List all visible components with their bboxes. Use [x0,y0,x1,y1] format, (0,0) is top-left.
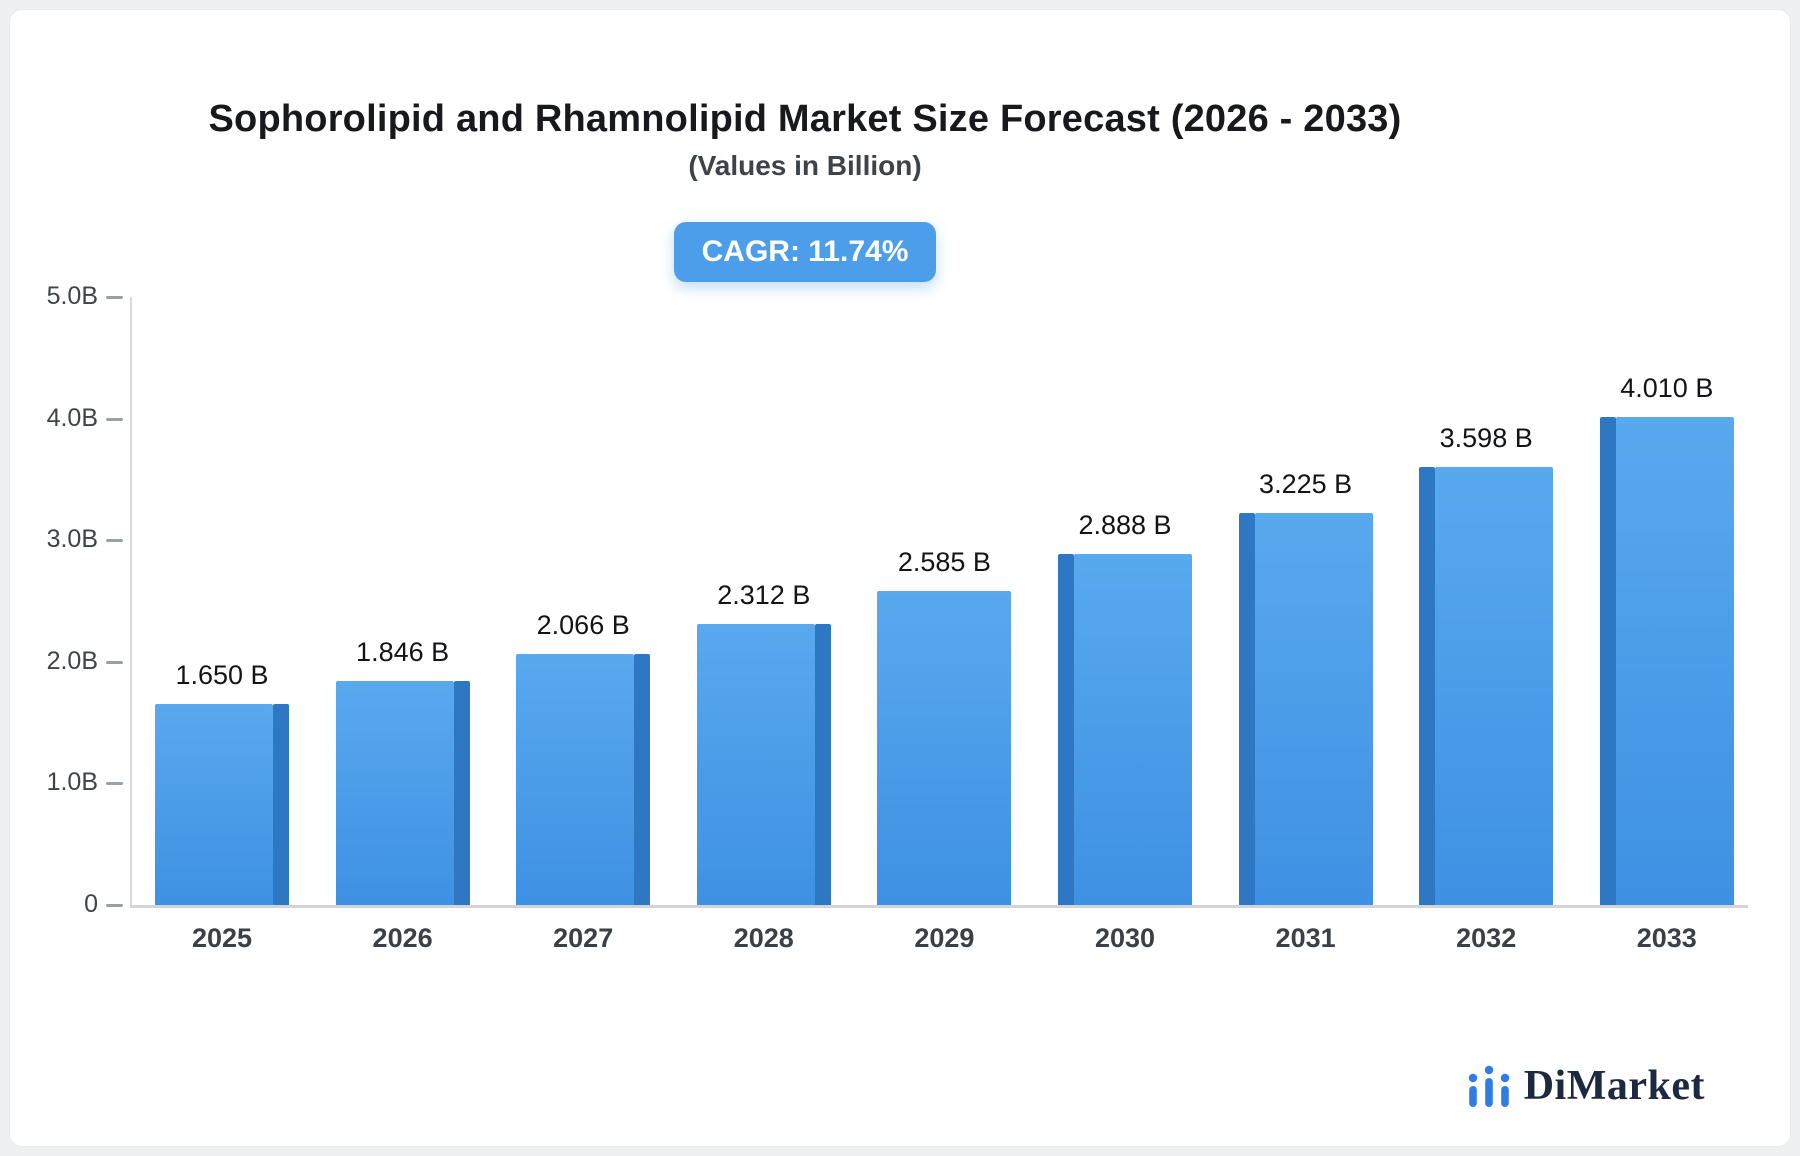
y-tick-label-3.0B: 3.0B [46,525,98,554]
bar-front-2025 [155,704,273,905]
bar-value-label-2032: 3.598 B [1439,423,1533,454]
bar-front-2026 [335,680,454,905]
x-tick-label-2026: 2026 [372,923,433,953]
bar-front-2030 [1074,553,1192,905]
x-axis-line [130,905,1748,908]
bar-value-label-2029: 2.585 B [897,546,991,577]
x-tick-label-2030: 2030 [1094,923,1156,953]
y-tick-mark [106,417,123,421]
cagr-badge-row: CAGR: 11.74% [10,222,1600,282]
bar-2029[interactable] [877,590,1012,905]
bar-2026[interactable] [335,680,470,905]
bar-side-2030 [1058,553,1074,905]
y-tick-mark [106,296,123,299]
x-tick-label-2025: 2025 [191,923,253,953]
bar-side-2031 [1238,512,1255,905]
dimarket-logo: DiMarket [1466,1062,1705,1110]
bar-front-2028 [696,623,815,905]
bar-2028[interactable] [696,623,831,905]
bar-2025[interactable] [155,704,289,905]
bar-chart-dots-icon [1468,1065,1509,1107]
bar-2027[interactable] [516,653,651,905]
bar-side-2026 [453,680,470,905]
chart-title: Sophorolipid and Rhamnolipid Market Size… [208,98,1402,140]
bar-value-label-2031: 3.225 B [1259,468,1353,499]
y-tick-label-1.0B: 1.0B [46,768,98,797]
bar-front-2027 [516,653,635,905]
chart-subtitle: (Values in Billion) [688,150,922,181]
bar-front-2031 [1254,512,1373,905]
y-tick-label-5.0B: 5.0B [46,282,98,310]
y-tick-mark [106,539,123,543]
x-tick-label-2031: 2031 [1275,923,1336,953]
bar-side-2032 [1419,467,1436,905]
dimarket-logo-text: DiMarket [1523,1063,1705,1109]
bar-side-2028 [814,623,831,905]
bar-front-2029 [877,590,1012,905]
bar-2033[interactable] [1599,417,1734,905]
x-tick-label-2028: 2028 [733,923,794,953]
bar-value-label-2025: 1.650 B [175,660,269,691]
bar-side-2033 [1599,417,1616,905]
bar-value-label-2027: 2.066 B [536,609,630,640]
y-tick-label-0: 0 [84,890,98,918]
bar-front-2032 [1435,467,1554,905]
bar-chart-plot: 5.0B 4.0B 3.0B 2.0B 1.0B 0 1.650 B 2025 1.846 B 2… [10,10,1790,1146]
bar-2030[interactable] [1058,553,1192,905]
x-tick-label-2033: 2033 [1636,923,1697,953]
bar-side-2027 [634,653,651,905]
bar-value-label-2030: 2.888 B [1078,509,1172,540]
x-tick-label-2032: 2032 [1456,923,1517,953]
bar-value-label-2026: 1.846 B [356,636,450,667]
bar-front-2033 [1615,417,1734,905]
y-tick-label-4.0B: 4.0B [46,403,98,432]
y-tick-mark [106,660,123,664]
y-tick-mark [106,904,123,907]
y-axis-line [130,297,132,907]
chart-card: Sophorolipid and Rhamnolipid Market Size… [10,10,1790,1146]
y-tick-mark [106,782,123,786]
bar-value-label-2033: 4.010 B [1620,373,1714,404]
x-tick-label-2027: 2027 [553,923,614,953]
cagr-badge: CAGR: 11.74% [673,222,937,282]
bar-side-2025 [273,704,289,905]
bar-2032[interactable] [1419,467,1554,905]
bar-value-label-2028: 2.312 B [717,579,811,610]
x-tick-label-2029: 2029 [914,923,975,953]
y-tick-label-2.0B: 2.0B [46,646,98,675]
bar-2031[interactable] [1238,512,1373,905]
